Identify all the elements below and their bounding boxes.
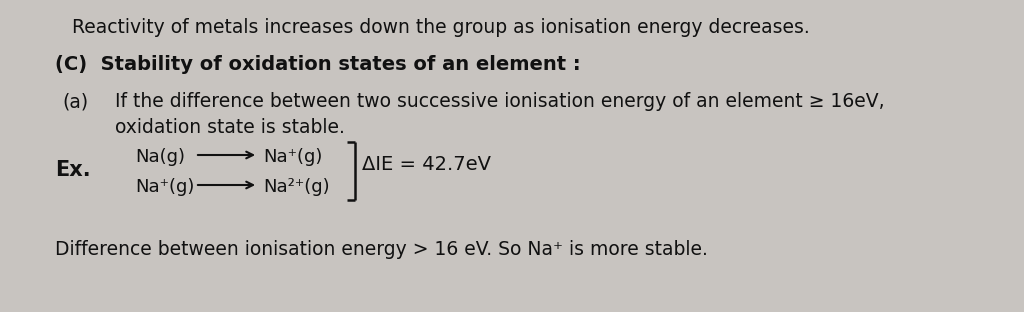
Text: Na⁺(g): Na⁺(g) xyxy=(263,148,323,166)
Text: oxidation state is stable.: oxidation state is stable. xyxy=(115,118,345,137)
Text: Na²⁺(g): Na²⁺(g) xyxy=(263,178,330,196)
Text: Na⁺(g): Na⁺(g) xyxy=(135,178,195,196)
Text: Reactivity of metals increases down the group as ionisation energy decreases.: Reactivity of metals increases down the … xyxy=(72,18,810,37)
Text: If the difference between two successive ionisation energy of an element ≥ 16eV,: If the difference between two successive… xyxy=(115,92,885,111)
Text: Na(g): Na(g) xyxy=(135,148,185,166)
Text: Difference between ionisation energy > 16 eV. So Na⁺ is more stable.: Difference between ionisation energy > 1… xyxy=(55,240,708,259)
Text: ΔIE = 42.7eV: ΔIE = 42.7eV xyxy=(362,155,490,174)
Text: (C)  Stability of oxidation states of an element :: (C) Stability of oxidation states of an … xyxy=(55,55,581,74)
Text: Ex.: Ex. xyxy=(55,160,91,180)
Text: (a): (a) xyxy=(62,92,88,111)
